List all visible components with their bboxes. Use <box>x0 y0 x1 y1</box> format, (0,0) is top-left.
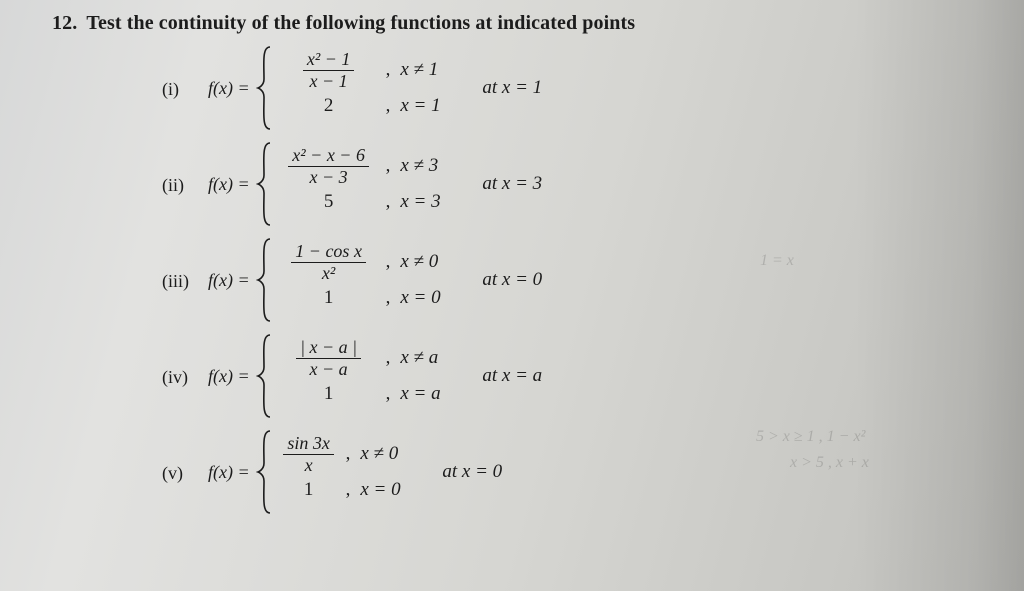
piecewise-block: x² − x − 6 x − 3 , x ≠ 3 5 , x = 3 <box>274 148 465 220</box>
frac-numerator: sin 3x <box>283 434 334 453</box>
piece-row: x² − 1 x − 1 , x ≠ 1 <box>274 52 465 88</box>
piece-row: 5 , x = 3 <box>274 184 465 220</box>
piece-expr: 2 <box>274 95 384 117</box>
piece-expr: x² − x − 6 x − 3 <box>274 146 384 187</box>
at-point: at x = 0 <box>464 269 542 291</box>
comma: , <box>384 251 397 273</box>
piece-expr: 1 <box>274 479 344 501</box>
comma: , <box>384 287 397 309</box>
piece-expr: 1 <box>274 383 384 405</box>
item-v: (v) f(x) = sin 3x x , x <box>162 429 996 515</box>
at-point: at x = a <box>464 365 542 387</box>
items-list: (i) f(x) = x² − 1 x − 1 , <box>162 45 996 515</box>
piece-expr: 1 <box>274 287 384 309</box>
question-line: 12. Test the continuity of the following… <box>52 12 996 35</box>
piece-condition: x ≠ 0 <box>396 251 464 273</box>
comma: , <box>344 479 357 501</box>
piece-row: 1 , x = 0 <box>274 472 425 508</box>
item-index: (iv) <box>162 365 208 388</box>
fx-label: f(x) = <box>208 366 256 387</box>
fraction: x² − 1 x − 1 <box>303 50 355 91</box>
item-index: (ii) <box>162 173 208 196</box>
piece-condition: x = a <box>396 383 464 405</box>
piece-row: sin 3x x , x ≠ 0 <box>274 436 425 472</box>
piece-row: 1 , x = a <box>274 376 465 412</box>
piece-row: 2 , x = 1 <box>274 88 465 124</box>
piece-condition: x ≠ 3 <box>396 155 464 177</box>
at-point: at x = 0 <box>424 461 502 483</box>
fraction: 1 − cos x x² <box>291 242 366 283</box>
piece-condition: x = 0 <box>356 479 424 501</box>
left-brace <box>256 141 274 227</box>
question-number: 12. <box>52 12 77 34</box>
left-brace <box>256 237 274 323</box>
at-point: at x = 3 <box>464 173 542 195</box>
comma: , <box>384 155 397 177</box>
item-index: (i) <box>162 77 208 100</box>
piece-row: x² − x − 6 x − 3 , x ≠ 3 <box>274 148 465 184</box>
piece-row: 1 , x = 0 <box>274 280 465 316</box>
piece-expr: 1 − cos x x² <box>274 242 384 283</box>
fx-label: f(x) = <box>208 78 256 99</box>
frac-numerator: x² − x − 6 <box>288 146 369 165</box>
comma: , <box>344 443 357 465</box>
piece-expr: sin 3x x <box>274 434 344 475</box>
frac-numerator: 1 − cos x <box>291 242 366 261</box>
piece-row: | x − a | x − a , x ≠ a <box>274 340 465 376</box>
item-iv: (iv) f(x) = | x − a | x − a , <box>162 333 996 419</box>
fx-label: f(x) = <box>208 174 256 195</box>
piecewise-block: 1 − cos x x² , x ≠ 0 1 , x = 0 <box>274 244 465 316</box>
fraction: sin 3x x <box>283 434 334 475</box>
piece-condition: x ≠ 0 <box>356 443 424 465</box>
piece-expr: x² − 1 x − 1 <box>274 50 384 91</box>
question-text: Test the continuity of the following fun… <box>86 12 635 34</box>
comma: , <box>384 383 397 405</box>
item-index: (iii) <box>162 269 208 292</box>
item-ii: (ii) f(x) = x² − x − 6 x − 3 , <box>162 141 996 227</box>
fraction: x² − x − 6 x − 3 <box>288 146 369 187</box>
item-index: (v) <box>162 461 208 484</box>
page: 12. Test the continuity of the following… <box>0 0 1024 591</box>
piece-row: 1 − cos x x² , x ≠ 0 <box>274 244 465 280</box>
left-brace <box>256 333 274 419</box>
piece-condition: x ≠ 1 <box>396 59 464 81</box>
comma: , <box>384 59 397 81</box>
piece-condition: x = 1 <box>396 95 464 117</box>
piecewise-block: x² − 1 x − 1 , x ≠ 1 2 , x = 1 <box>274 52 465 124</box>
piecewise-block: | x − a | x − a , x ≠ a 1 , x = a <box>274 340 465 412</box>
left-brace <box>256 45 274 131</box>
fx-label: f(x) = <box>208 270 256 291</box>
comma: , <box>384 191 397 213</box>
fraction: | x − a | x − a <box>296 338 361 379</box>
piece-condition: x ≠ a <box>396 347 464 369</box>
item-i: (i) f(x) = x² − 1 x − 1 , <box>162 45 996 131</box>
piece-expr: | x − a | x − a <box>274 338 384 379</box>
item-iii: (iii) f(x) = 1 − cos x x² , <box>162 237 996 323</box>
frac-numerator: x² − 1 <box>303 50 355 69</box>
piece-condition: x = 0 <box>396 287 464 309</box>
piece-expr: 5 <box>274 191 384 213</box>
comma: , <box>384 95 397 117</box>
fx-label: f(x) = <box>208 462 256 483</box>
piece-condition: x = 3 <box>396 191 464 213</box>
left-brace <box>256 429 274 515</box>
comma: , <box>384 347 397 369</box>
piecewise-block: sin 3x x , x ≠ 0 1 , x = 0 <box>274 436 425 508</box>
at-point: at x = 1 <box>464 77 542 99</box>
frac-numerator: | x − a | <box>296 338 361 357</box>
